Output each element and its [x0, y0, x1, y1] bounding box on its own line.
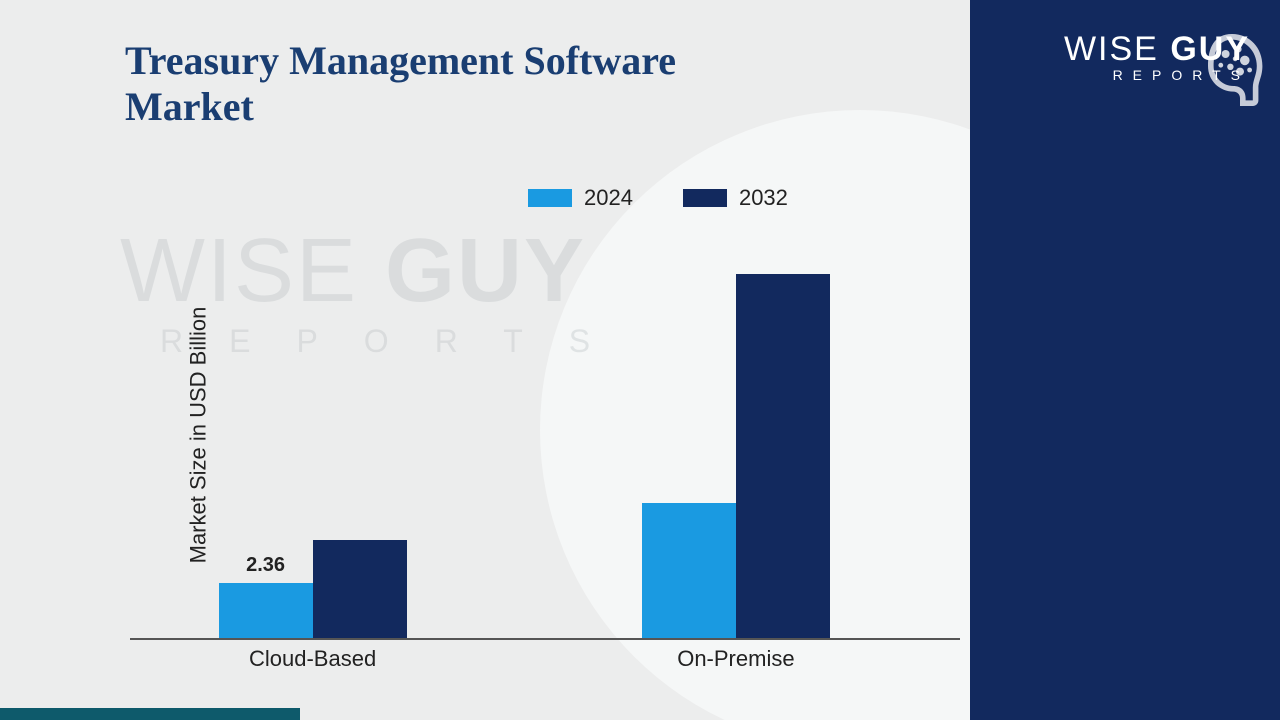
- logo-brand-a: WISE: [1064, 30, 1159, 68]
- bar: [313, 540, 407, 638]
- legend-label-2032: 2032: [739, 185, 788, 211]
- chart: Market Size in USD Billion 2024 2032 2.3…: [60, 180, 960, 690]
- bar-group: On-Premise: [642, 274, 830, 638]
- legend-item-2032: 2032: [683, 185, 788, 211]
- bar: [642, 503, 736, 638]
- legend-item-2024: 2024: [528, 185, 633, 211]
- bar: [736, 274, 830, 638]
- brand-logo: WISE GUY REPORTS: [1064, 30, 1250, 83]
- page-title: Treasury Management Software Market: [125, 38, 765, 130]
- x-axis-label: On-Premise: [677, 646, 794, 672]
- bar: 2.36: [219, 583, 313, 638]
- page-root: WISE GUY REPORTS Treasury Management Sof…: [0, 0, 1280, 720]
- bar-group: 2.36Cloud-Based: [219, 540, 407, 638]
- logo-sub: REPORTS: [1064, 67, 1250, 83]
- bar-value-label: 2.36: [246, 554, 285, 577]
- legend-swatch-2032: [683, 189, 727, 207]
- legend-swatch-2024: [528, 189, 572, 207]
- legend-label-2024: 2024: [584, 185, 633, 211]
- plot-area: 2.36Cloud-Based On-Premise: [130, 220, 960, 640]
- bottom-strip: [0, 708, 300, 720]
- legend: 2024 2032: [528, 185, 788, 211]
- logo-brand-b: GUY: [1170, 30, 1250, 68]
- x-axis-label: Cloud-Based: [249, 646, 376, 672]
- sidebar-panel: [970, 0, 1280, 720]
